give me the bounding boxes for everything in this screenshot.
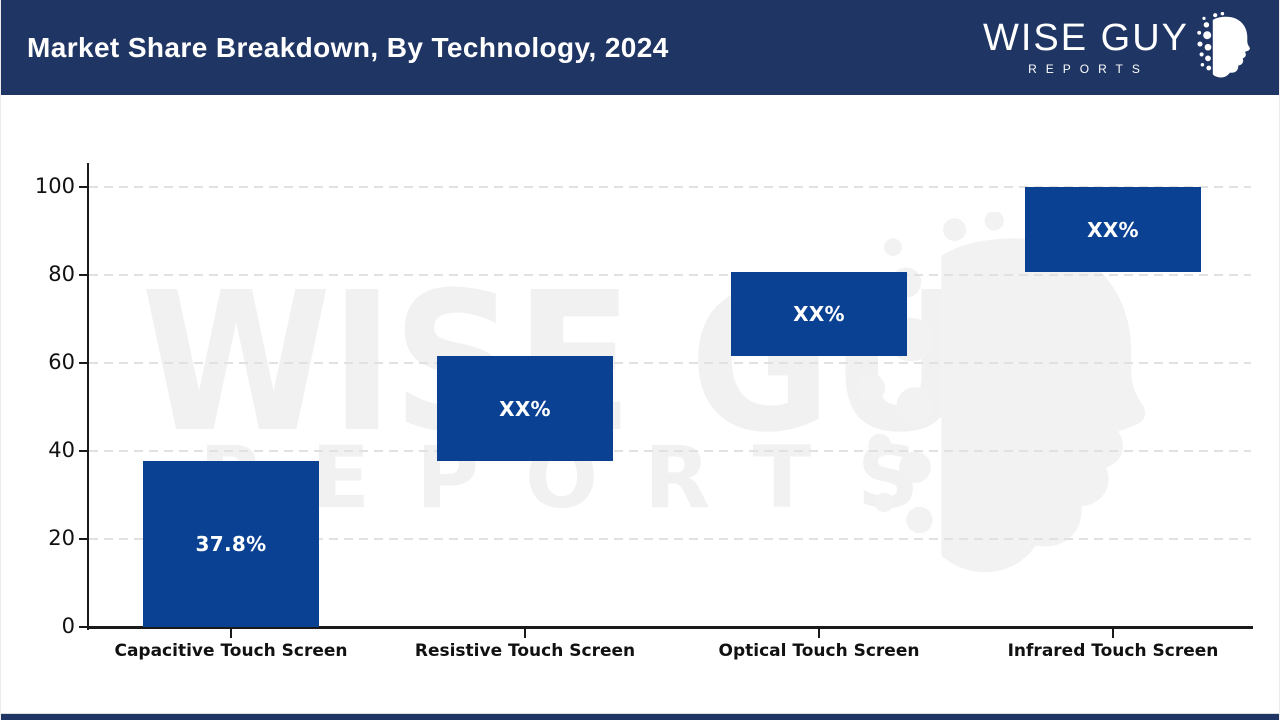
x-tick-mark — [524, 629, 526, 638]
y-tick-mark — [79, 362, 88, 364]
y-tick-label: 60 — [48, 350, 75, 374]
x-axis-label: Resistive Touch Screen — [414, 641, 636, 661]
y-tick-mark — [79, 538, 88, 540]
header-bar: Market Share Breakdown, By Technology, 2… — [1, 0, 1279, 95]
y-tick-mark — [79, 274, 88, 276]
bottom-divider — [1, 713, 1279, 714]
y-tick-label: 100 — [34, 174, 75, 198]
gridline-y-40 — [89, 450, 1251, 452]
y-tick-mark — [79, 626, 88, 628]
gridline-y-60 — [89, 362, 1251, 364]
x-axis-label: Optical Touch Screen — [718, 641, 920, 661]
watermark-face-icon — [856, 212, 1146, 573]
bar-value-label: XX% — [1087, 217, 1139, 242]
bar-infrared-touch-screen: XX% — [1025, 187, 1201, 273]
bar-resistive-touch-screen: XX% — [437, 356, 613, 461]
logo-subtext: REPORTS — [1028, 62, 1149, 76]
y-tick-mark — [79, 450, 88, 452]
x-tick-mark — [1112, 629, 1114, 638]
x-tick-mark — [230, 629, 232, 638]
x-axis-label: Infrared Touch Screen — [1007, 641, 1219, 661]
x-axis-label: Capacitive Touch Screen — [114, 641, 348, 661]
x-axis-line — [87, 626, 1253, 629]
y-tick-mark — [79, 186, 88, 188]
gridline-y-20 — [89, 538, 1251, 540]
brand-logo: WISE GUY REPORTS — [983, 11, 1255, 84]
bar-optical-touch-screen: XX% — [731, 272, 907, 357]
gridline-y-80 — [89, 274, 1251, 276]
y-tick-label: 0 — [61, 614, 75, 638]
y-axis-line — [87, 163, 89, 630]
bar-value-label: XX% — [793, 302, 845, 327]
y-tick-label: 80 — [48, 262, 75, 286]
bar-value-label: 37.8% — [195, 531, 267, 556]
gridline-y-100 — [89, 186, 1251, 188]
bar-value-label: XX% — [499, 396, 551, 421]
footer-bar — [1, 714, 1279, 720]
brand-logo-text: WISE GUY REPORTS — [983, 19, 1189, 76]
bar-capacitive-touch-screen: 37.8% — [143, 460, 319, 627]
page-title: Market Share Breakdown, By Technology, 2… — [27, 31, 669, 63]
x-tick-mark — [818, 629, 820, 638]
logo-face-icon — [1197, 11, 1250, 78]
logo-wordmark: WISE GUY — [982, 17, 1189, 59]
y-tick-label: 40 — [48, 438, 75, 462]
y-tick-label: 20 — [48, 526, 75, 550]
